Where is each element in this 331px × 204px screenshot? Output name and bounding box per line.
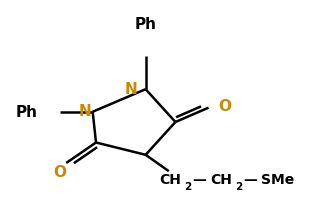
Text: 2: 2 [184, 181, 191, 191]
Text: —: — [243, 173, 257, 186]
Text: CH: CH [210, 173, 232, 186]
Text: —: — [192, 173, 206, 186]
Text: N: N [124, 81, 137, 96]
Text: O: O [218, 99, 232, 114]
Text: O: O [53, 164, 66, 179]
Text: Ph: Ph [16, 105, 37, 120]
Text: N: N [78, 104, 91, 119]
Text: CH: CH [159, 173, 181, 186]
Text: 2: 2 [235, 181, 242, 191]
Text: Ph: Ph [135, 17, 157, 32]
Text: SMe: SMe [261, 173, 295, 186]
